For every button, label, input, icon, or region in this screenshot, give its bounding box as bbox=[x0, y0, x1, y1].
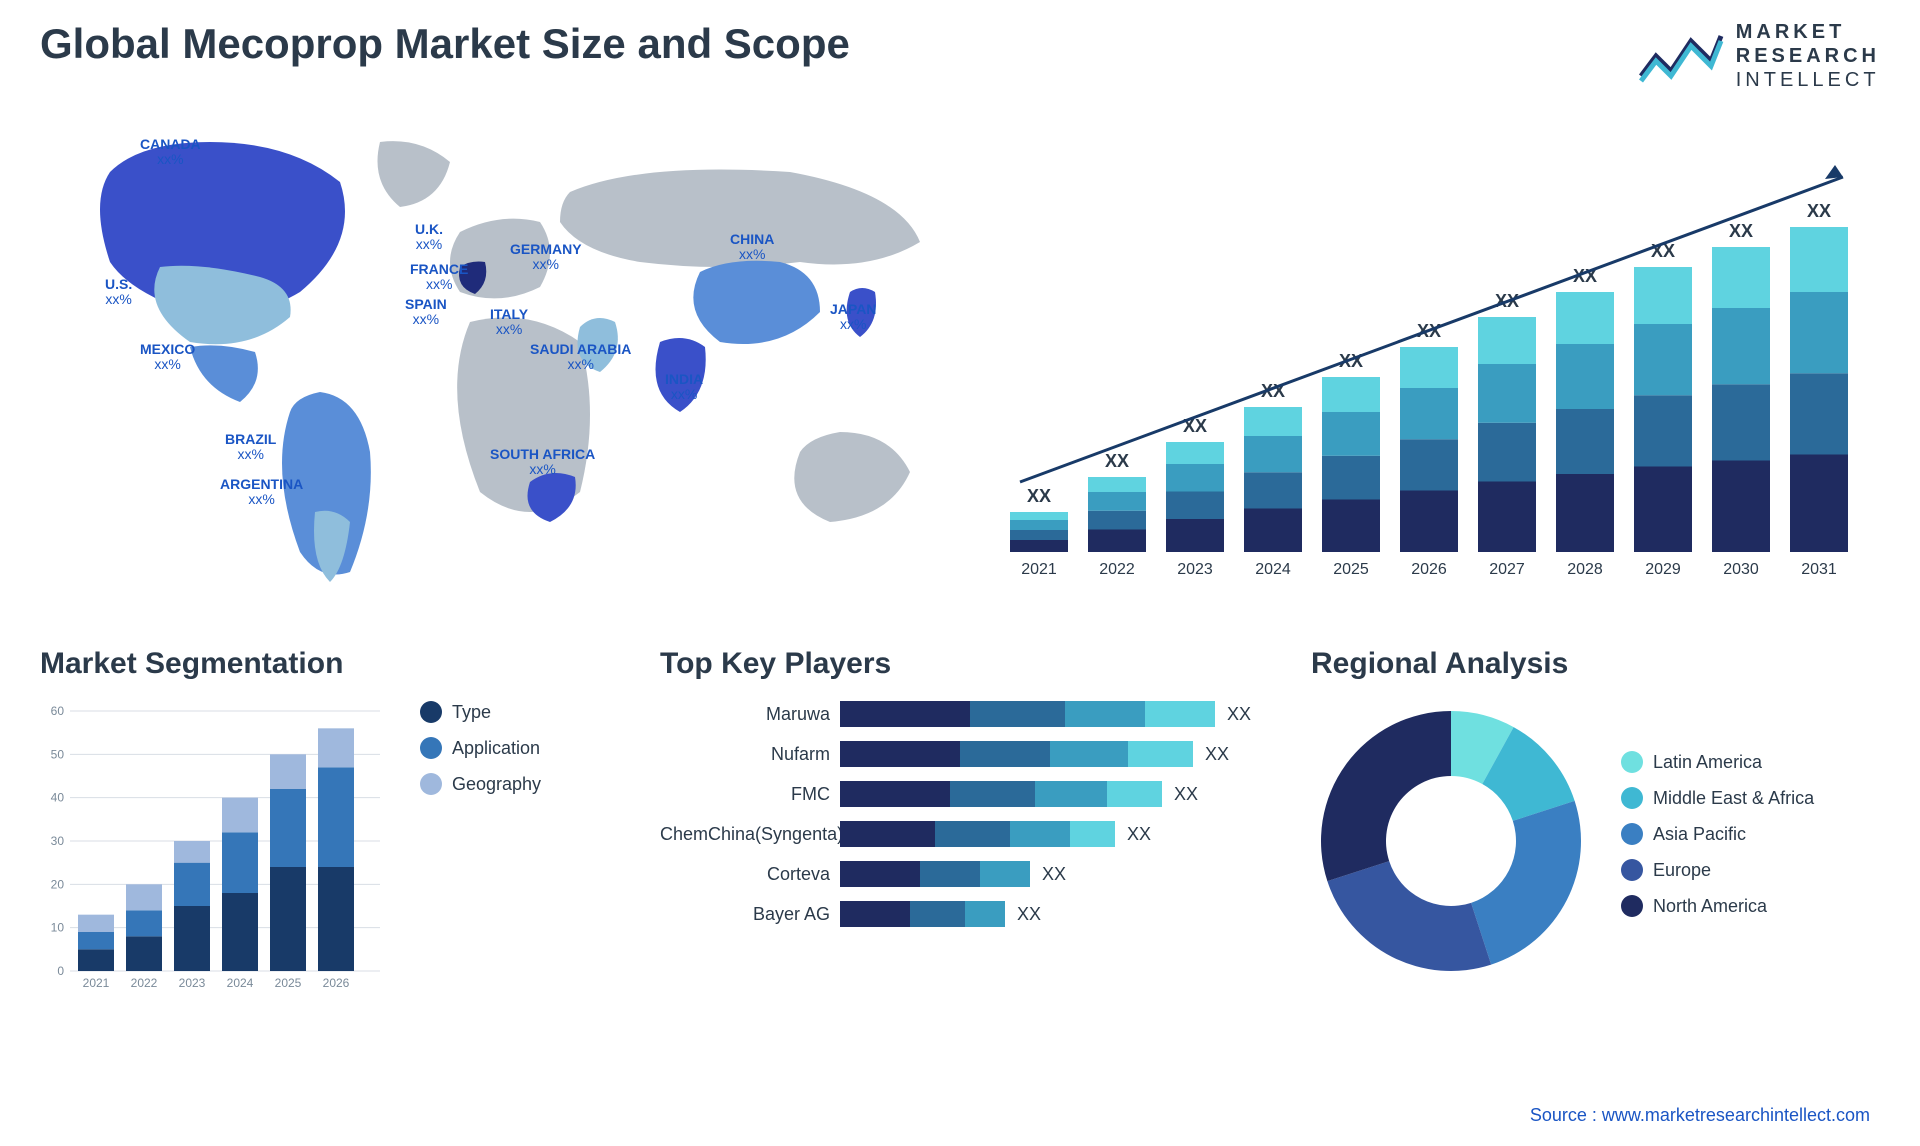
legend-item: Application bbox=[420, 737, 541, 759]
page-title: Global Mecoprop Market Size and Scope bbox=[40, 20, 850, 68]
player-row: ChemChina(Syngenta) XX bbox=[660, 821, 1251, 847]
map-label: BRAZILxx% bbox=[225, 432, 276, 463]
player-row: Bayer AG XX bbox=[660, 901, 1251, 927]
svg-text:40: 40 bbox=[51, 791, 65, 805]
map-label: FRANCExx% bbox=[410, 262, 468, 293]
regional-donut bbox=[1311, 701, 1591, 981]
logo: MARKET RESEARCH INTELLECT bbox=[1636, 20, 1880, 92]
logo-text: MARKET RESEARCH INTELLECT bbox=[1736, 20, 1880, 92]
logo-line3: INTELLECT bbox=[1736, 68, 1880, 92]
player-bar bbox=[840, 781, 1162, 807]
svg-text:2025: 2025 bbox=[1333, 561, 1369, 578]
player-row: Maruwa XX bbox=[660, 701, 1251, 727]
map-label: ARGENTINAxx% bbox=[220, 477, 303, 508]
regional-title: Regional Analysis bbox=[1311, 647, 1880, 681]
svg-text:2031: 2031 bbox=[1801, 561, 1837, 578]
player-row: FMC XX bbox=[660, 781, 1251, 807]
legend-item: Latin America bbox=[1621, 751, 1814, 773]
player-value: XX bbox=[1017, 904, 1041, 925]
svg-text:60: 60 bbox=[51, 704, 65, 718]
player-row: Nufarm XX bbox=[660, 741, 1251, 767]
map-label: MEXICOxx% bbox=[140, 342, 195, 373]
svg-text:2028: 2028 bbox=[1567, 561, 1603, 578]
svg-text:10: 10 bbox=[51, 921, 65, 935]
player-name: Nufarm bbox=[660, 744, 840, 765]
header: Global Mecoprop Market Size and Scope MA… bbox=[40, 20, 1880, 92]
svg-text:2022: 2022 bbox=[131, 976, 158, 990]
map-label: JAPANxx% bbox=[830, 302, 876, 333]
svg-text:2021: 2021 bbox=[83, 976, 110, 990]
svg-text:XX: XX bbox=[1807, 201, 1831, 221]
growth-svg: 2021XX2022XX2023XX2024XX2025XX2026XX2027… bbox=[1000, 152, 1880, 592]
svg-text:XX: XX bbox=[1105, 451, 1129, 471]
map-label: INDIAxx% bbox=[665, 372, 703, 403]
map-label: U.K.xx% bbox=[415, 222, 443, 253]
legend-item: Geography bbox=[420, 773, 541, 795]
logo-icon bbox=[1636, 26, 1726, 86]
svg-text:2029: 2029 bbox=[1645, 561, 1681, 578]
svg-text:2023: 2023 bbox=[1177, 561, 1213, 578]
source-text: Source : www.marketresearchintellect.com bbox=[1530, 1105, 1870, 1126]
svg-text:2025: 2025 bbox=[275, 976, 302, 990]
player-value: XX bbox=[1205, 744, 1229, 765]
logo-line1: MARKET bbox=[1736, 20, 1880, 44]
map-label: GERMANYxx% bbox=[510, 242, 582, 273]
map-label: CANADAxx% bbox=[140, 137, 201, 168]
legend-item: Middle East & Africa bbox=[1621, 787, 1814, 809]
legend-item: Europe bbox=[1621, 859, 1814, 881]
svg-text:2023: 2023 bbox=[179, 976, 206, 990]
svg-text:2030: 2030 bbox=[1723, 561, 1759, 578]
legend-item: Type bbox=[420, 701, 541, 723]
map-label: SAUDI ARABIAxx% bbox=[530, 342, 631, 373]
map-label: CHINAxx% bbox=[730, 232, 774, 263]
logo-line2: RESEARCH bbox=[1736, 44, 1880, 68]
growth-bar-chart: 2021XX2022XX2023XX2024XX2025XX2026XX2027… bbox=[1000, 152, 1880, 597]
svg-text:2027: 2027 bbox=[1489, 561, 1525, 578]
legend-item: Asia Pacific bbox=[1621, 823, 1814, 845]
regional-legend: Latin America Middle East & Africa Asia Pa… bbox=[1621, 751, 1814, 931]
svg-text:2026: 2026 bbox=[1411, 561, 1447, 578]
player-value: XX bbox=[1174, 784, 1198, 805]
svg-text:2021: 2021 bbox=[1021, 561, 1057, 578]
segmentation-title: Market Segmentation bbox=[40, 647, 600, 681]
world-map: CANADAxx% U.S.xx% MEXICOxx% BRAZILxx% ARGENT… bbox=[40, 112, 960, 597]
map-label: U.S.xx% bbox=[105, 277, 132, 308]
map-label: SPAINxx% bbox=[405, 297, 447, 328]
legend-item: North America bbox=[1621, 895, 1814, 917]
map-label: SOUTH AFRICAxx% bbox=[490, 447, 595, 478]
player-bar bbox=[840, 701, 1215, 727]
segmentation-chart: 0 10 20 30 40 50 60 2021 2022 2023 2024 2025 2026 bbox=[40, 701, 390, 1001]
svg-text:2024: 2024 bbox=[1255, 561, 1291, 578]
map-label: ITALYxx% bbox=[490, 307, 528, 338]
svg-text:XX: XX bbox=[1027, 486, 1051, 506]
player-name: Bayer AG bbox=[660, 904, 840, 925]
player-bar bbox=[840, 821, 1115, 847]
player-name: Corteva bbox=[660, 864, 840, 885]
player-row: Corteva XX bbox=[660, 861, 1251, 887]
player-bar bbox=[840, 861, 1030, 887]
svg-text:XX: XX bbox=[1729, 221, 1753, 241]
players-rows: MaruwaXXNufarmXXFMCXXChemChina(Syngenta)… bbox=[660, 701, 1251, 927]
svg-text:0: 0 bbox=[57, 964, 64, 978]
players-panel: Top Key Players MaruwaXXNufarmXXFMCXXChe… bbox=[660, 647, 1251, 1001]
svg-text:2026: 2026 bbox=[323, 976, 350, 990]
players-title: Top Key Players bbox=[660, 647, 1251, 681]
svg-text:20: 20 bbox=[51, 877, 65, 891]
player-value: XX bbox=[1127, 824, 1151, 845]
svg-text:50: 50 bbox=[51, 747, 65, 761]
segmentation-panel: Market Segmentation 0 10 20 30 40 50 60 2021 202… bbox=[40, 647, 600, 1001]
player-bar bbox=[840, 901, 1005, 927]
svg-text:2022: 2022 bbox=[1099, 561, 1135, 578]
player-name: FMC bbox=[660, 784, 840, 805]
player-name: Maruwa bbox=[660, 704, 840, 725]
player-bar bbox=[840, 741, 1193, 767]
player-value: XX bbox=[1227, 704, 1251, 725]
regional-panel: Regional Analysis Latin America Middle Ea… bbox=[1311, 647, 1880, 1001]
player-name: ChemChina(Syngenta) bbox=[660, 824, 840, 845]
segmentation-legend: Type Application Geography bbox=[420, 701, 541, 809]
svg-text:30: 30 bbox=[51, 834, 65, 848]
svg-text:2024: 2024 bbox=[227, 976, 254, 990]
player-value: XX bbox=[1042, 864, 1066, 885]
